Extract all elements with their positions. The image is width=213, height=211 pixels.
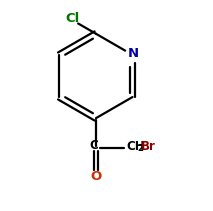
Text: 2: 2: [137, 144, 143, 153]
Text: Cl: Cl: [65, 12, 79, 26]
Text: CH: CH: [126, 139, 145, 153]
Text: Br: Br: [141, 139, 155, 153]
Text: O: O: [90, 170, 102, 183]
Text: N: N: [128, 47, 139, 60]
Text: C: C: [89, 139, 98, 152]
